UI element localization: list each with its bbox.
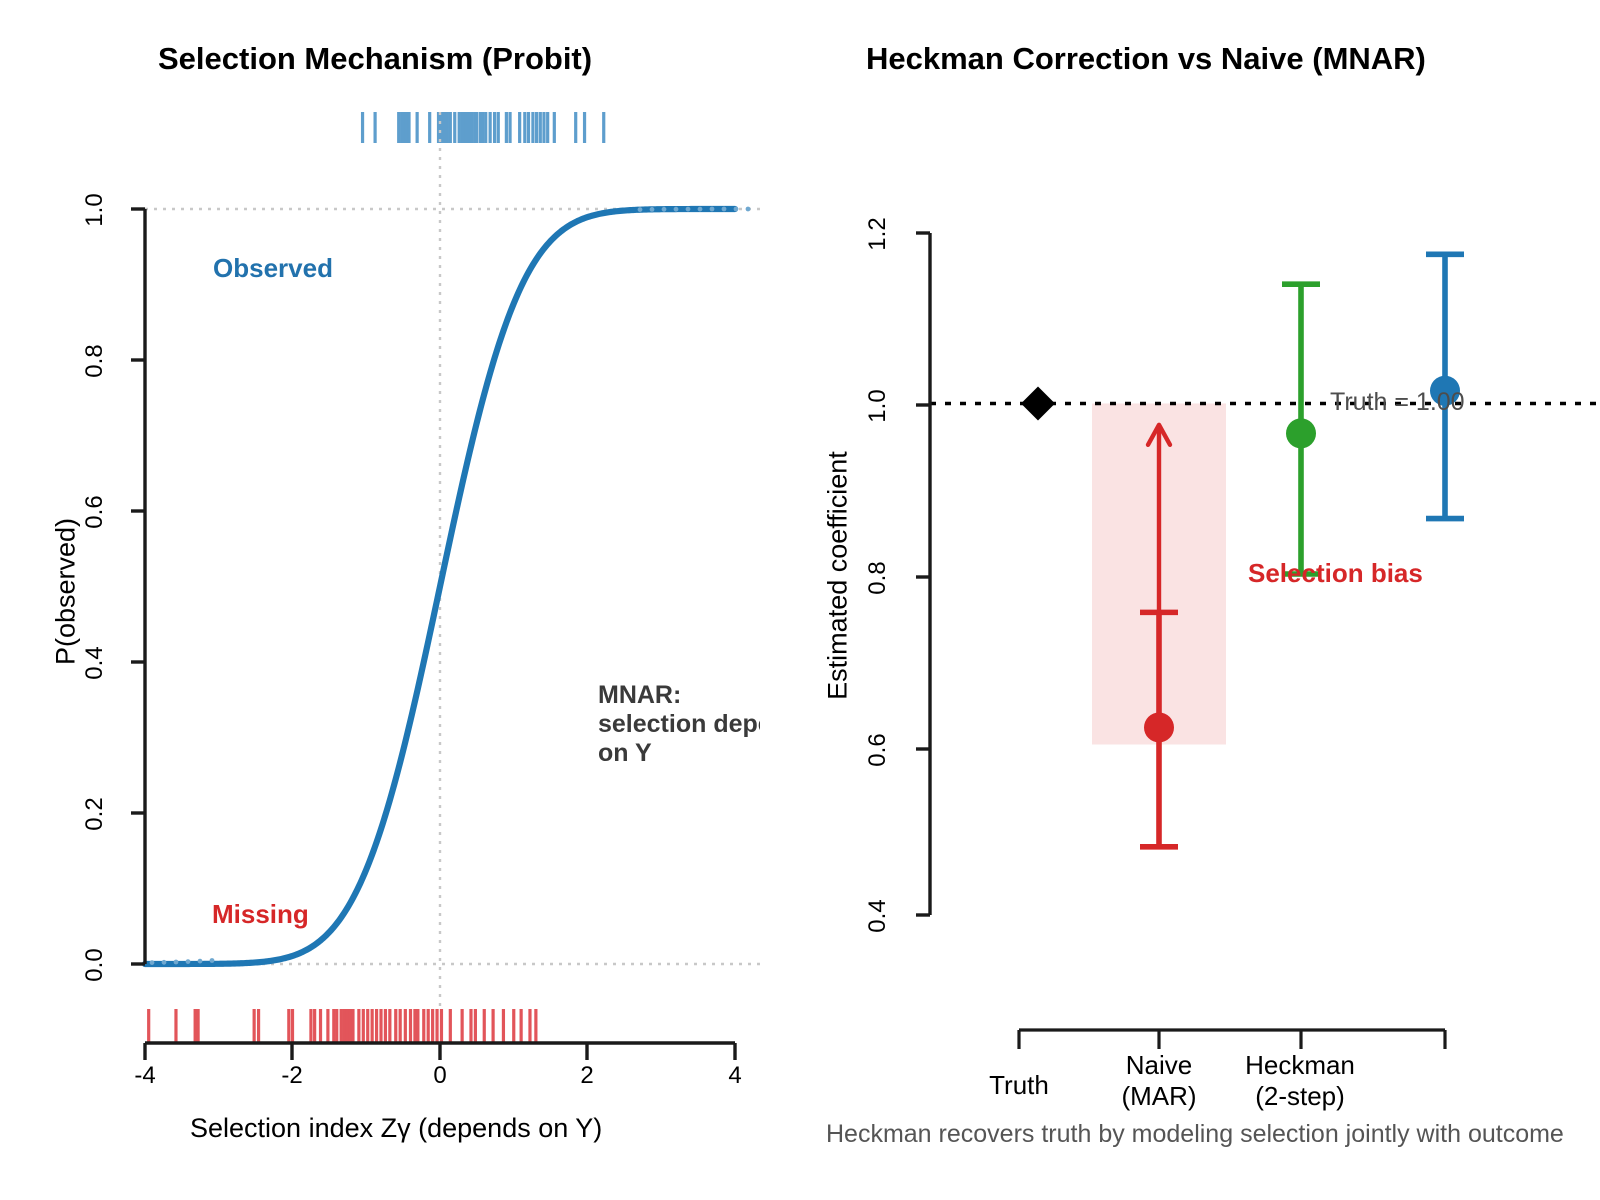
left-ytick-0-2: 0.2 bbox=[81, 797, 108, 831]
right-ytick-0-6: 0.6 bbox=[864, 733, 891, 767]
fourth-estimator-point-marker bbox=[1430, 375, 1460, 406]
left-ytick-0-0: 0.0 bbox=[81, 948, 108, 982]
left-ytick-1-0: 1.0 bbox=[81, 193, 108, 227]
truth-reference-label: Truth = 1.00 bbox=[1330, 388, 1465, 416]
left-x-axis-label: Selection index Zγ (depends on Y) bbox=[190, 1113, 603, 1143]
truth-diamond-marker bbox=[1021, 386, 1055, 421]
probit-curve-main bbox=[141, 205, 739, 968]
left-y-axis bbox=[131, 207, 147, 966]
category-label-naive: Naive (MAR) bbox=[1099, 1050, 1219, 1112]
left-panel-plot bbox=[131, 112, 760, 1060]
left-xtick-0: 0 bbox=[433, 1062, 447, 1089]
right-panel-title: Heckman Correction vs Naive (MNAR) bbox=[866, 41, 1426, 76]
category-label-naive-line2: (MAR) bbox=[1121, 1081, 1197, 1111]
right-ytick-1-2: 1.2 bbox=[864, 217, 891, 251]
right-ytick-0-8: 0.8 bbox=[864, 561, 891, 595]
rug-observed bbox=[360, 112, 606, 143]
mnar-annotation-line2: selection depends bbox=[598, 710, 760, 738]
left-x-axis bbox=[143, 1041, 737, 1060]
right-panel-plot bbox=[916, 231, 1600, 1049]
category-label-naive-line1: Naive bbox=[1125, 1050, 1193, 1080]
left-ytick-0-8: 0.8 bbox=[81, 344, 108, 378]
category-label-heckman: Heckman (2-step) bbox=[1230, 1050, 1370, 1112]
left-xtick-neg4: -4 bbox=[134, 1062, 156, 1089]
mnar-annotation: MNAR: selection depends on Y bbox=[598, 681, 760, 768]
left-xtick-2: 2 bbox=[580, 1062, 594, 1089]
selection-bias-arrow bbox=[1145, 422, 1173, 728]
selection-bias-label: Selection bias bbox=[1248, 558, 1423, 588]
category-label-truth-line1: Truth bbox=[989, 1070, 1049, 1100]
left-y-axis-label: P(observed) bbox=[50, 517, 81, 666]
right-panel-footer: Heckman recovers truth by modeling selec… bbox=[826, 1120, 1564, 1148]
heckman-point-marker bbox=[1286, 418, 1316, 449]
mnar-annotation-line1: MNAR: bbox=[598, 681, 682, 709]
left-ytick-0-6: 0.6 bbox=[81, 495, 108, 529]
right-y-axis bbox=[916, 231, 932, 917]
naive-point-marker bbox=[1144, 712, 1174, 743]
category-label-heckman-line1: Heckman bbox=[1245, 1050, 1355, 1080]
curve-saturation-dots bbox=[149, 206, 751, 965]
observed-label: Observed bbox=[213, 253, 333, 283]
left-ytick-0-4: 0.4 bbox=[81, 646, 108, 680]
left-xtick-neg2: -2 bbox=[281, 1062, 303, 1089]
left-panel-title: Selection Mechanism (Probit) bbox=[158, 41, 593, 76]
right-y-axis-label: Estimated coefficient bbox=[822, 451, 853, 700]
mnar-annotation-line3: on Y bbox=[598, 739, 652, 767]
left-xtick-4: 4 bbox=[728, 1062, 742, 1089]
category-label-truth: Truth bbox=[959, 1070, 1079, 1101]
category-label-heckman-line2: (2-step) bbox=[1255, 1081, 1345, 1111]
right-ytick-0-4: 0.4 bbox=[864, 899, 891, 933]
missing-label: Missing bbox=[212, 899, 309, 929]
rug-missing bbox=[147, 1009, 538, 1042]
right-ytick-1-0: 1.0 bbox=[864, 389, 891, 423]
right-x-axis-bracket bbox=[1017, 1028, 1447, 1049]
